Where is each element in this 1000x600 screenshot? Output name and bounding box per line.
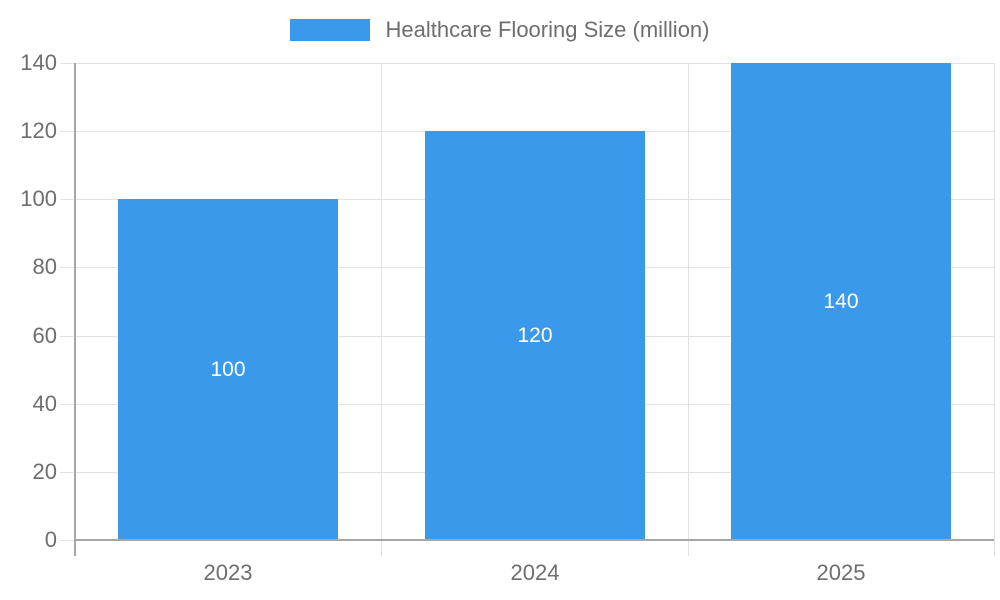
y-axis-tick-label: 100: [20, 186, 57, 211]
x-gridline: [381, 63, 382, 556]
y-axis-tick-label: 20: [32, 459, 57, 484]
bar-2023: 100: [118, 199, 338, 540]
y-axis-tick-label: 60: [32, 323, 57, 348]
x-axis-line: [74, 539, 994, 541]
y-axis-tick-label: 40: [32, 391, 57, 416]
y-axis-tick-label: 140: [20, 50, 57, 75]
x-gridline: [994, 63, 995, 556]
x-axis-tick-label: 2024: [510, 560, 560, 585]
bar-value-label: 120: [517, 323, 553, 347]
y-axis-line: [74, 63, 76, 556]
x-axis-tick-label: 2025: [816, 560, 866, 585]
chart-legend[interactable]: Healthcare Flooring Size (million): [0, 17, 1000, 43]
y-gridline: [60, 63, 994, 64]
x-axis-tick-label: 2023: [203, 560, 253, 585]
legend-label: Healthcare Flooring Size (million): [385, 17, 710, 42]
y-axis-tick-label: 80: [32, 254, 57, 279]
bar-2024: 120: [425, 131, 645, 540]
bar-value-label: 100: [210, 357, 246, 381]
bar-2025: 140: [731, 63, 951, 540]
x-gridline: [688, 63, 689, 556]
y-axis-tick-label: 0: [44, 527, 57, 552]
y-axis-tick-label: 120: [20, 118, 57, 143]
legend-swatch-icon: [290, 19, 371, 41]
bar-value-label: 140: [823, 289, 859, 313]
